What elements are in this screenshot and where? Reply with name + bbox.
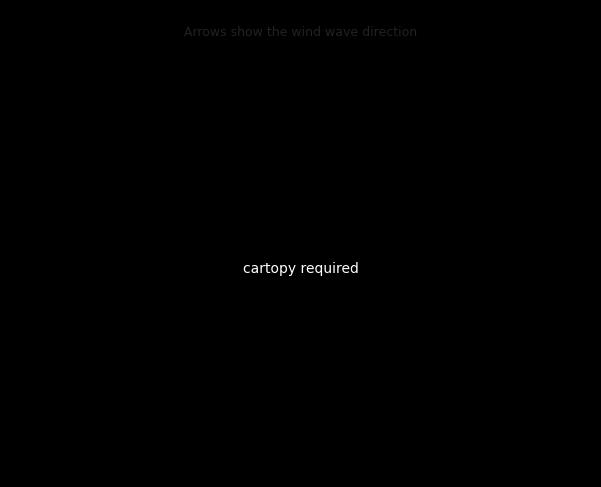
Text: cartopy required: cartopy required — [243, 262, 358, 276]
Text: Primary Swell energy on Wednesday 19 Mar at 6pm GMT: Primary Swell energy on Wednesday 19 Mar… — [52, 16, 549, 34]
Text: Arrows show the wind wave direction: Arrows show the wind wave direction — [184, 26, 417, 39]
